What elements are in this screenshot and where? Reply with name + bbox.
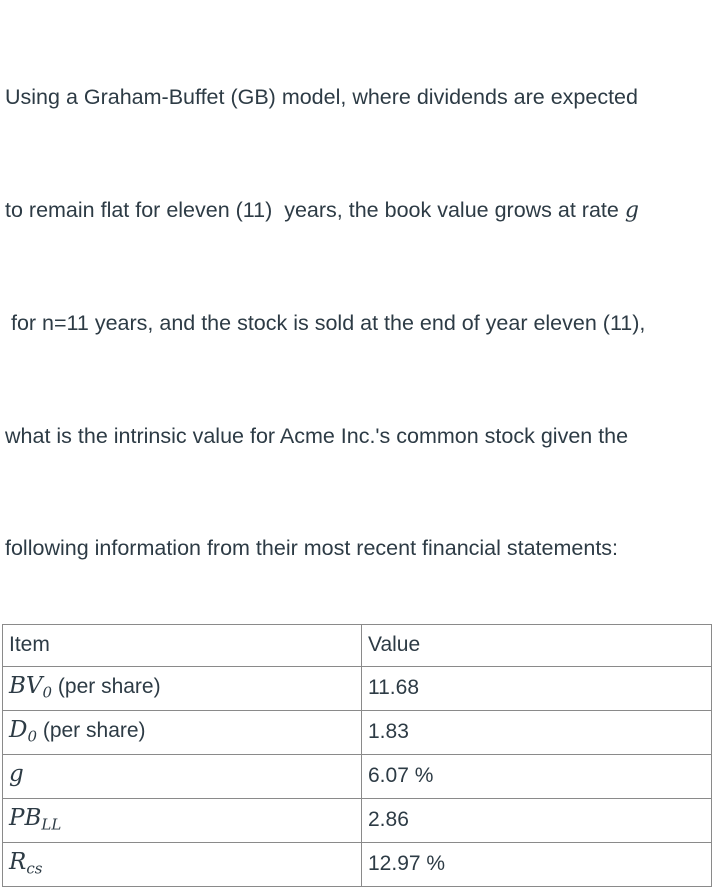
item-cell-pbll: PBLL [2,797,362,843]
math-subscript: cs [26,859,43,878]
value-cell: 2.86 [361,797,712,843]
question-line-1: Using a Graham-Buffet (GB) model, where … [5,79,727,117]
question-line-4: what is the intrinsic value for Acme Inc… [5,418,727,456]
math-subscript: 0 [42,683,53,702]
question-line-text: following information from their most re… [5,536,619,561]
question-line-text: Using a Graham-Buffet (GB) model, where … [5,85,638,110]
item-label-suffix: (per share) [52,675,161,699]
item-cell-d0: D0 (per share) [2,709,362,755]
math-symbol: BV [9,673,43,700]
question-line-text: to remain flat for eleven (11) years, th… [5,197,625,222]
item-label-suffix: (per share) [37,719,146,743]
table-row: Rcs 12.97 % [2,841,712,887]
column-header-item: Item [2,623,362,667]
item-cell-g: g [2,753,362,799]
math-symbol: PB [9,805,42,832]
item-cell-bv0: BV0 (per share) [2,665,362,711]
table-row: PBLL 2.86 [2,797,712,843]
question-line-3: for n=11 years, and the stock is sold at… [5,305,727,343]
math-variable-g: g [624,197,639,223]
value-cell: 1.83 [361,709,712,755]
financial-data-table: Item Value BV0 (per share) 11.68 D0 (per… [2,623,712,887]
math-symbol: g [9,761,24,788]
question-text: Using a Graham-Buffet (GB) model, where … [5,79,727,568]
table-header-row: Item Value [2,623,712,667]
column-header-value: Value [361,623,712,667]
question-line-text: for n=11 years, and the stock is sold at… [5,310,646,335]
value-cell: 12.97 % [361,841,712,887]
math-subscript: 0 [27,727,37,746]
math-subscript: LL [41,815,62,834]
math-symbol: D [9,717,28,744]
table-row: BV0 (per share) 11.68 [2,665,712,711]
table-row: g 6.07 % [2,753,712,799]
table-row: D0 (per share) 1.83 [2,709,712,755]
value-cell: 6.07 % [361,753,712,799]
question-line-5: following information from their most re… [5,530,727,568]
item-cell-rcs: Rcs [2,841,362,887]
math-symbol: R [9,849,27,876]
value-cell: 11.68 [361,665,712,711]
question-line-text: what is the intrinsic value for Acme Inc… [5,423,629,448]
question-line-2: to remain flat for eleven (11) years, th… [5,192,727,230]
